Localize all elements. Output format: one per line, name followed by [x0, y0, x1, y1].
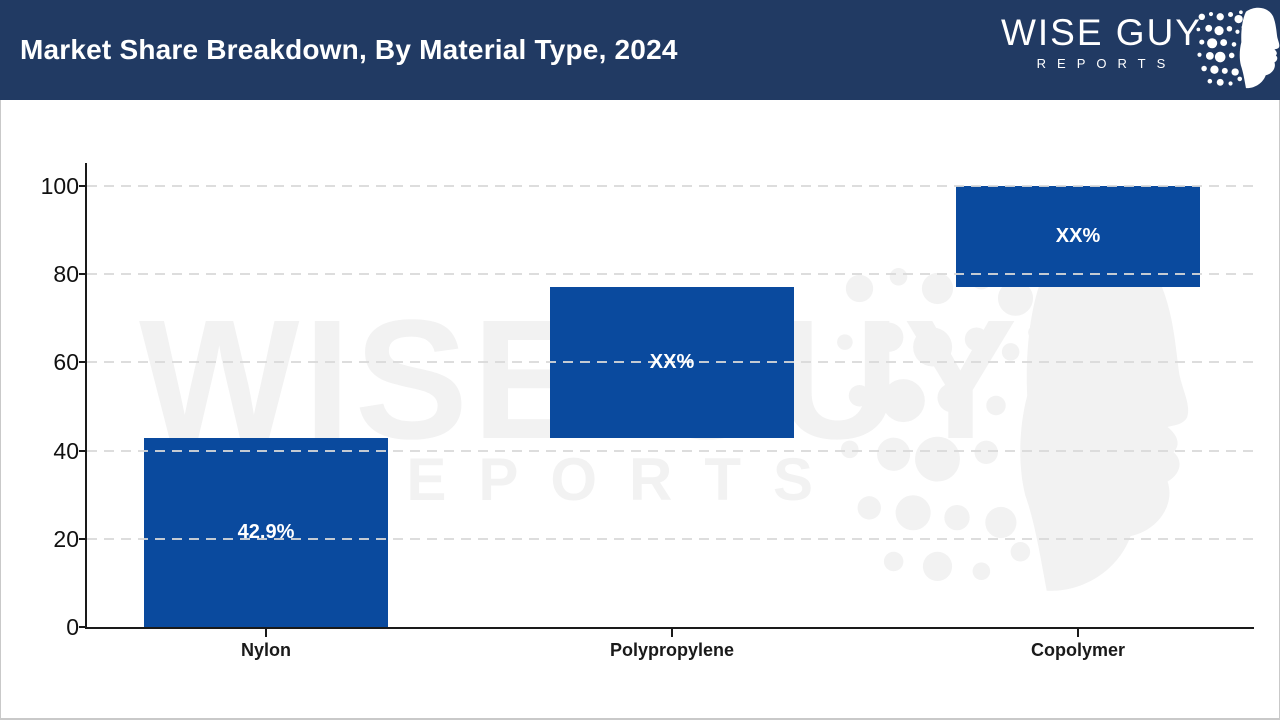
y-tickmark — [79, 185, 87, 187]
y-gridline-100 — [87, 185, 1254, 187]
y-tick-label: 60 — [53, 349, 79, 376]
y-tick-label: 20 — [53, 525, 79, 552]
y-tick-label: 80 — [53, 261, 79, 288]
bar-value-label: XX% — [1055, 225, 1101, 248]
chart-canvas: WISE GUY REPORTS 42.9% XX% XX% 0 20 40 60 80 100… — [0, 100, 1280, 720]
y-tickmark — [79, 626, 87, 628]
bar-value-label: 42.9% — [237, 521, 295, 544]
y-gridline-40 — [87, 449, 1254, 452]
y-gridline-20 — [87, 537, 1254, 540]
bar-value-label: XX% — [649, 351, 695, 374]
y-tickmark — [79, 361, 87, 364]
x-axis-label-polypropylene: Polypropylene — [609, 640, 735, 660]
x-axis-spine — [85, 627, 1254, 629]
y-axis-spine — [85, 163, 87, 629]
watermark-subtext: REPORTS — [331, 446, 845, 513]
page-title: Market Share Breakdown, By Material Type… — [20, 34, 678, 65]
y-tickmark — [79, 537, 87, 540]
x-axis-label-nylon: Nylon — [240, 640, 291, 660]
plot-area: 42.9% XX% XX% 0 20 40 60 80 100 Nylon Polypropylen… — [1, 100, 1280, 720]
wiseguy-logo: WISE GUY REPORTS — [1001, 12, 1202, 73]
logo-subtext: REPORTS — [1036, 56, 1177, 71]
y-tick-label: 40 — [53, 437, 79, 464]
bar-nylon — [144, 437, 388, 627]
logo-wordmark: WISE GUY — [1000, 12, 1202, 53]
y-tickmark — [79, 273, 87, 276]
header-bar: Market Share Breakdown, By Material Type… — [0, 0, 1280, 100]
x-axis-label-copolymer: Copolymer — [1030, 640, 1126, 660]
x-tickmark — [671, 629, 673, 637]
y-tickmark — [79, 449, 87, 452]
bar-copolymer — [956, 186, 1200, 287]
x-tickmark — [265, 629, 267, 637]
x-tickmark — [1077, 629, 1079, 637]
y-tick-label: 100 — [40, 173, 79, 199]
y-tick-label: 0 — [66, 614, 79, 640]
logo-head-icon — [1188, 3, 1280, 95]
y-gridline-80 — [87, 273, 1254, 276]
y-gridline-60 — [87, 361, 1254, 364]
